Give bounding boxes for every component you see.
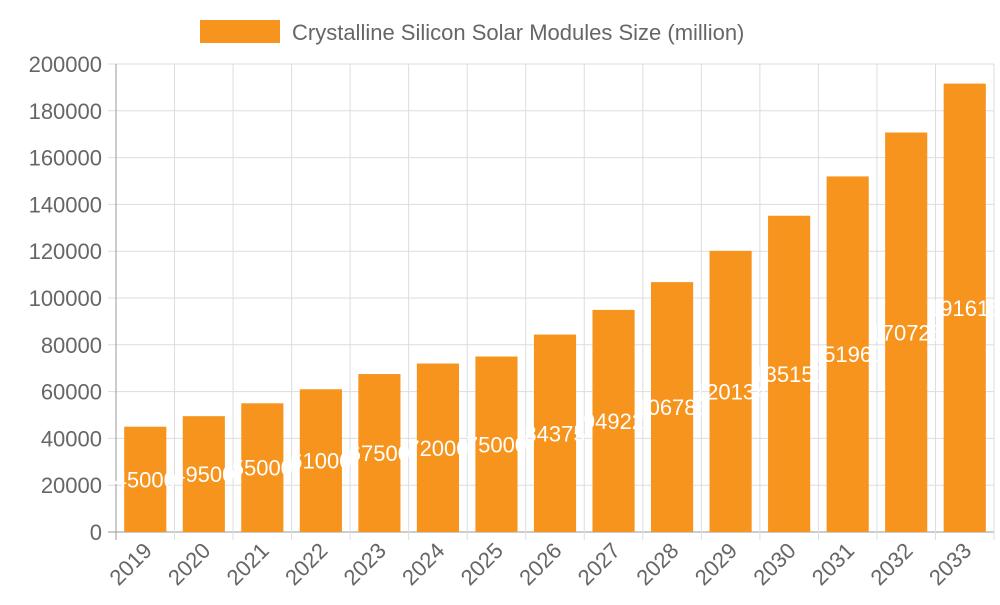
data-label: 45000 [115,467,176,492]
x-tick-label: 2020 [163,538,215,590]
data-label: 170725 [869,320,942,345]
bar [124,426,167,532]
data-label: 106785 [635,395,708,420]
bar [475,356,518,532]
y-tick-label: 180000 [29,99,102,124]
data-label: 72000 [407,436,468,461]
x-tick-label: 2031 [807,538,859,590]
bar [768,215,811,533]
data-label: 61000 [290,449,351,474]
x-tick-label: 2028 [631,538,683,590]
bar [358,374,401,532]
data-label: 151960 [811,342,884,367]
bar [241,403,284,532]
y-tick-label: 60000 [41,380,102,405]
y-tick-label: 160000 [29,146,102,171]
legend[interactable]: Crystalline Silicon Solar Modules Size (… [200,20,744,45]
grid [108,63,995,540]
data-label: 84375 [524,421,585,446]
x-tick-label: 2027 [573,538,625,590]
x-tick-label: 2023 [339,538,391,590]
x-axis: 2019 2020 2021 2022 2023 2024 2025 2026 2027 2028… [105,538,977,590]
bar [943,83,986,532]
y-tick-label: 80000 [41,333,102,358]
bar [416,363,460,532]
data-label: 94922 [583,409,644,434]
bar [885,132,928,533]
x-tick-label: 2029 [690,538,742,590]
y-tick-label: 40000 [41,426,102,451]
y-tick-label: 20000 [41,473,102,498]
x-tick-label: 2021 [222,538,274,590]
bar [299,389,342,532]
x-tick-label: 2024 [397,538,449,590]
bar [650,282,694,532]
x-tick-label: 2025 [456,538,508,590]
y-tick-label: 100000 [29,286,102,311]
data-label: 120134 [694,379,767,404]
legend-swatch [200,20,280,43]
data-label: 135151 [752,362,825,387]
x-tick-label: 2032 [865,538,917,590]
bars [124,83,986,533]
data-label: 49500 [173,462,234,487]
data-label: 55000 [232,456,293,481]
bar [533,334,577,532]
y-tick-label: 200000 [29,52,102,77]
x-tick-label: 2022 [280,538,332,590]
y-tick-label: 120000 [29,239,102,264]
data-label: 75000 [466,432,527,457]
x-tick-label: 2019 [105,538,157,590]
bar [592,309,635,532]
legend-label: Crystalline Silicon Solar Modules Size (… [292,20,744,45]
bar [709,250,752,532]
y-tick-label: 0 [90,520,102,545]
data-labels: 4500049500550006100067500720007500084375… [115,296,1000,493]
x-tick-label: 2026 [514,538,566,590]
y-tick-label: 140000 [29,192,102,217]
data-label: 67500 [349,441,410,466]
x-tick-label: 2030 [748,538,800,590]
x-tick-label: 2033 [924,538,976,590]
bar [826,176,869,532]
data-label: 191615 [928,296,1000,321]
y-axis: 0 20000 40000 60000 80000 100000 120000 140000 1… [29,52,102,545]
bar [182,416,225,532]
